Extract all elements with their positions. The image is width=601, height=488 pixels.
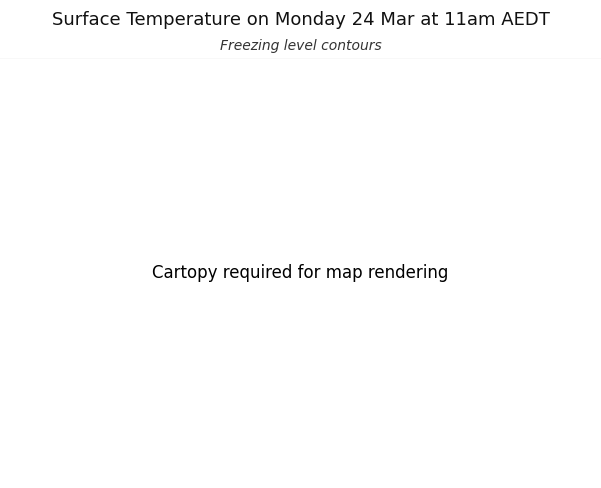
- Text: Surface Temperature on Monday 24 Mar at 11am AEDT: Surface Temperature on Monday 24 Mar at …: [52, 12, 549, 29]
- Text: Cartopy required for map rendering: Cartopy required for map rendering: [152, 264, 449, 282]
- Text: Freezing level contours: Freezing level contours: [219, 39, 382, 53]
